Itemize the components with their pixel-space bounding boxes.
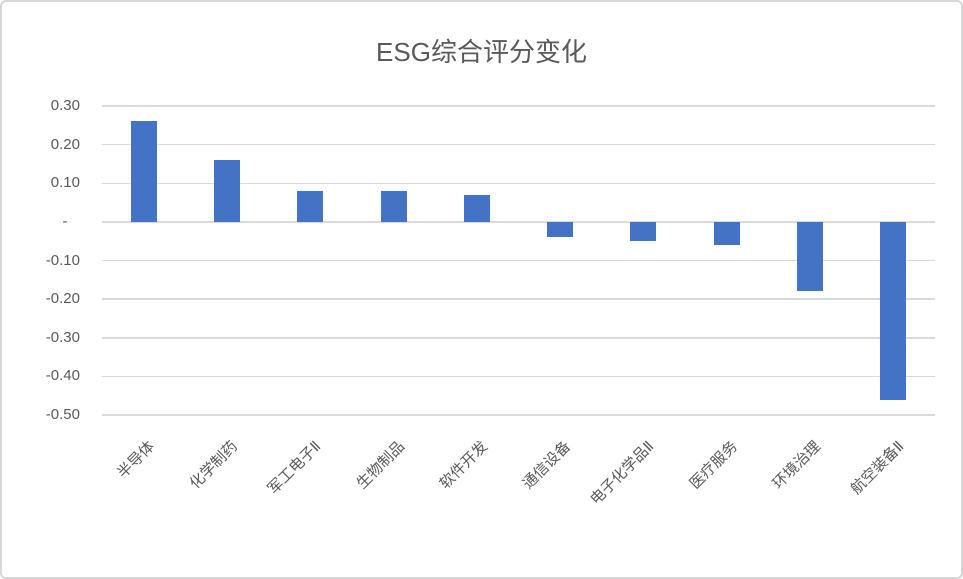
bar-电子化学品Ⅱ [630,221,657,242]
x-axis-category-label: 航空装备Ⅱ [847,438,908,498]
y-axis-tick-label: 0.10 [50,174,80,192]
y-axis-tick-label: 0.20 [50,135,80,153]
bar-生物制品 [380,190,407,222]
y-axis-tick-label: -0.50 [45,406,80,423]
bar-军工电子Ⅱ [297,190,324,222]
y-axis-tick-label: -0.20 [45,290,80,308]
x-axis-category-label: 化学制药 [186,438,241,493]
gridline [102,143,935,146]
bar-环境治理 [797,221,824,292]
gridline [102,182,935,184]
x-axis-category-label: 通信设备 [519,438,575,493]
y-axis-tick-label: -0.10 [45,251,80,269]
bar-化学制药 [213,160,240,222]
gridline [102,259,935,262]
bar-半导体 [130,121,157,222]
chart-title: ESG综合评分变化 [376,37,587,67]
y-axis-tick-label: -0.30 [45,328,80,346]
x-axis-category-label: 生物制品 [353,438,408,493]
bar-通信设备 [547,221,574,238]
x-axis-category-label: 半导体 [113,438,158,482]
gridline [102,375,935,378]
bar-航空装备Ⅱ [880,221,907,400]
y-axis-tick-label: 0.30 [50,97,80,114]
x-axis-category-label: 软件开发 [436,438,491,493]
gridline [102,337,935,339]
x-axis-category-label: 医疗服务 [686,438,741,493]
bar-医疗服务 [713,221,740,246]
gridline [102,414,935,416]
y-axis-tick-label: - [62,212,80,230]
x-axis-category-label: 军工电子Ⅱ [264,438,325,498]
gridline [102,298,935,300]
gridline [102,221,935,223]
x-axis-category-label: 电子化学品Ⅱ [587,438,658,509]
x-axis-category-label: 环境治理 [769,438,825,493]
gridline [102,105,935,107]
bar-软件开发 [463,194,490,222]
y-axis-tick-label: -0.40 [45,367,80,385]
